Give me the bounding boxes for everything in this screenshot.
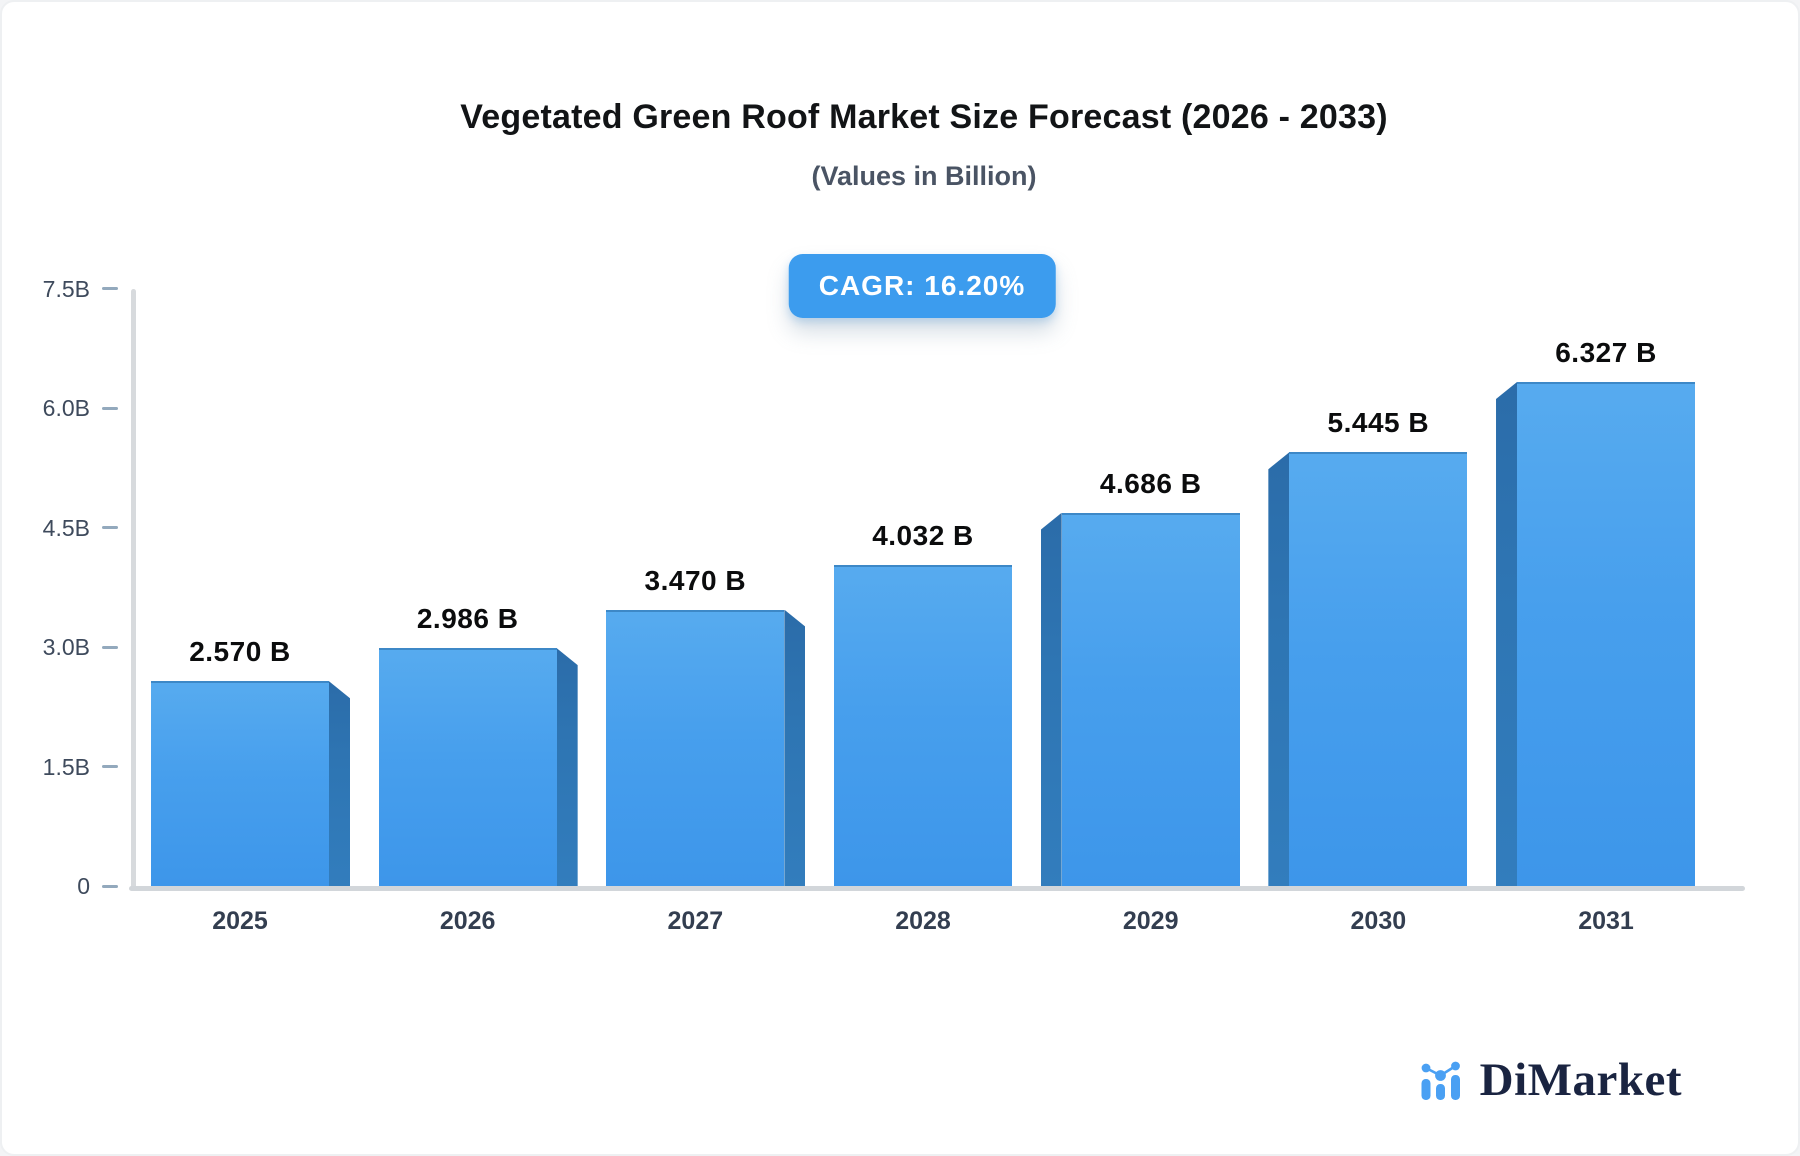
y-tick-dash: [102, 406, 118, 410]
bar-2030: [1289, 452, 1468, 886]
bar-2027: [606, 609, 785, 886]
bar-3d-side: [1040, 512, 1062, 886]
bar-3d-side: [1496, 381, 1518, 886]
bar-2028: [834, 564, 1012, 886]
x-axis-year-label: 2027: [667, 907, 724, 935]
y-tick-label: 4.5B: [42, 514, 90, 541]
bar-2029: [1061, 512, 1240, 886]
y-tick-dash: [102, 884, 118, 888]
y-tick-dash: [102, 645, 118, 649]
bar-value-label: 2.570 B: [189, 636, 291, 668]
bar-value-label: 4.686 B: [1099, 467, 1202, 499]
chart-title: Vegetated Green Roof Market Size Forecas…: [460, 98, 1388, 136]
y-tick-dash: [102, 526, 118, 530]
y-tick-label: 1.5B: [42, 753, 90, 780]
bar-2026: [378, 648, 557, 886]
y-tick-label: 3.0B: [42, 634, 90, 661]
bar-value-label: 5.445 B: [1327, 407, 1430, 439]
dimarket-logo: DiMarket: [1418, 1057, 1682, 1104]
bar-value-label: 4.032 B: [872, 519, 974, 551]
bar-3d-side: [556, 648, 578, 886]
y-tick-label: 7.5B: [42, 275, 90, 302]
x-axis-year-label: 2029: [1122, 907, 1179, 935]
bar-value-label: 3.470 B: [644, 564, 747, 596]
y-tick-label: 6.0B: [42, 395, 90, 422]
bar-2031: [1517, 381, 1696, 886]
bar-3d-side: [329, 681, 350, 886]
chart-header: Vegetated Green Roof Market Size Forecas…: [50, 98, 1798, 192]
bar-value-label: 6.327 B: [1555, 336, 1657, 368]
chart-subtitle: (Values in Billion): [811, 161, 1037, 191]
bar-value-label: 2.986 B: [416, 603, 519, 635]
x-axis-year-label: 2026: [439, 907, 496, 935]
y-tick-dash: [102, 765, 118, 768]
dimarket-logo-text: DiMarket: [1479, 1054, 1682, 1106]
x-axis-year-label: 2030: [1350, 907, 1407, 935]
cagr-badge: CAGR: 16.20%: [788, 254, 1056, 318]
x-axis-year-label: 2031: [1578, 907, 1634, 935]
x-axis-year-label: 2025: [212, 907, 268, 935]
y-tick-label: 0: [77, 873, 90, 899]
bar-3d-side: [1268, 452, 1290, 886]
x-axis-year-label: 2028: [895, 907, 951, 935]
x-axis-baseline: [129, 886, 1745, 891]
bar-2025: [151, 681, 329, 886]
y-tick-dash: [102, 287, 118, 291]
y-axis-line: [131, 289, 136, 891]
bar-chart-logo-icon: [1421, 1061, 1460, 1100]
bar-3d-side: [784, 609, 806, 886]
